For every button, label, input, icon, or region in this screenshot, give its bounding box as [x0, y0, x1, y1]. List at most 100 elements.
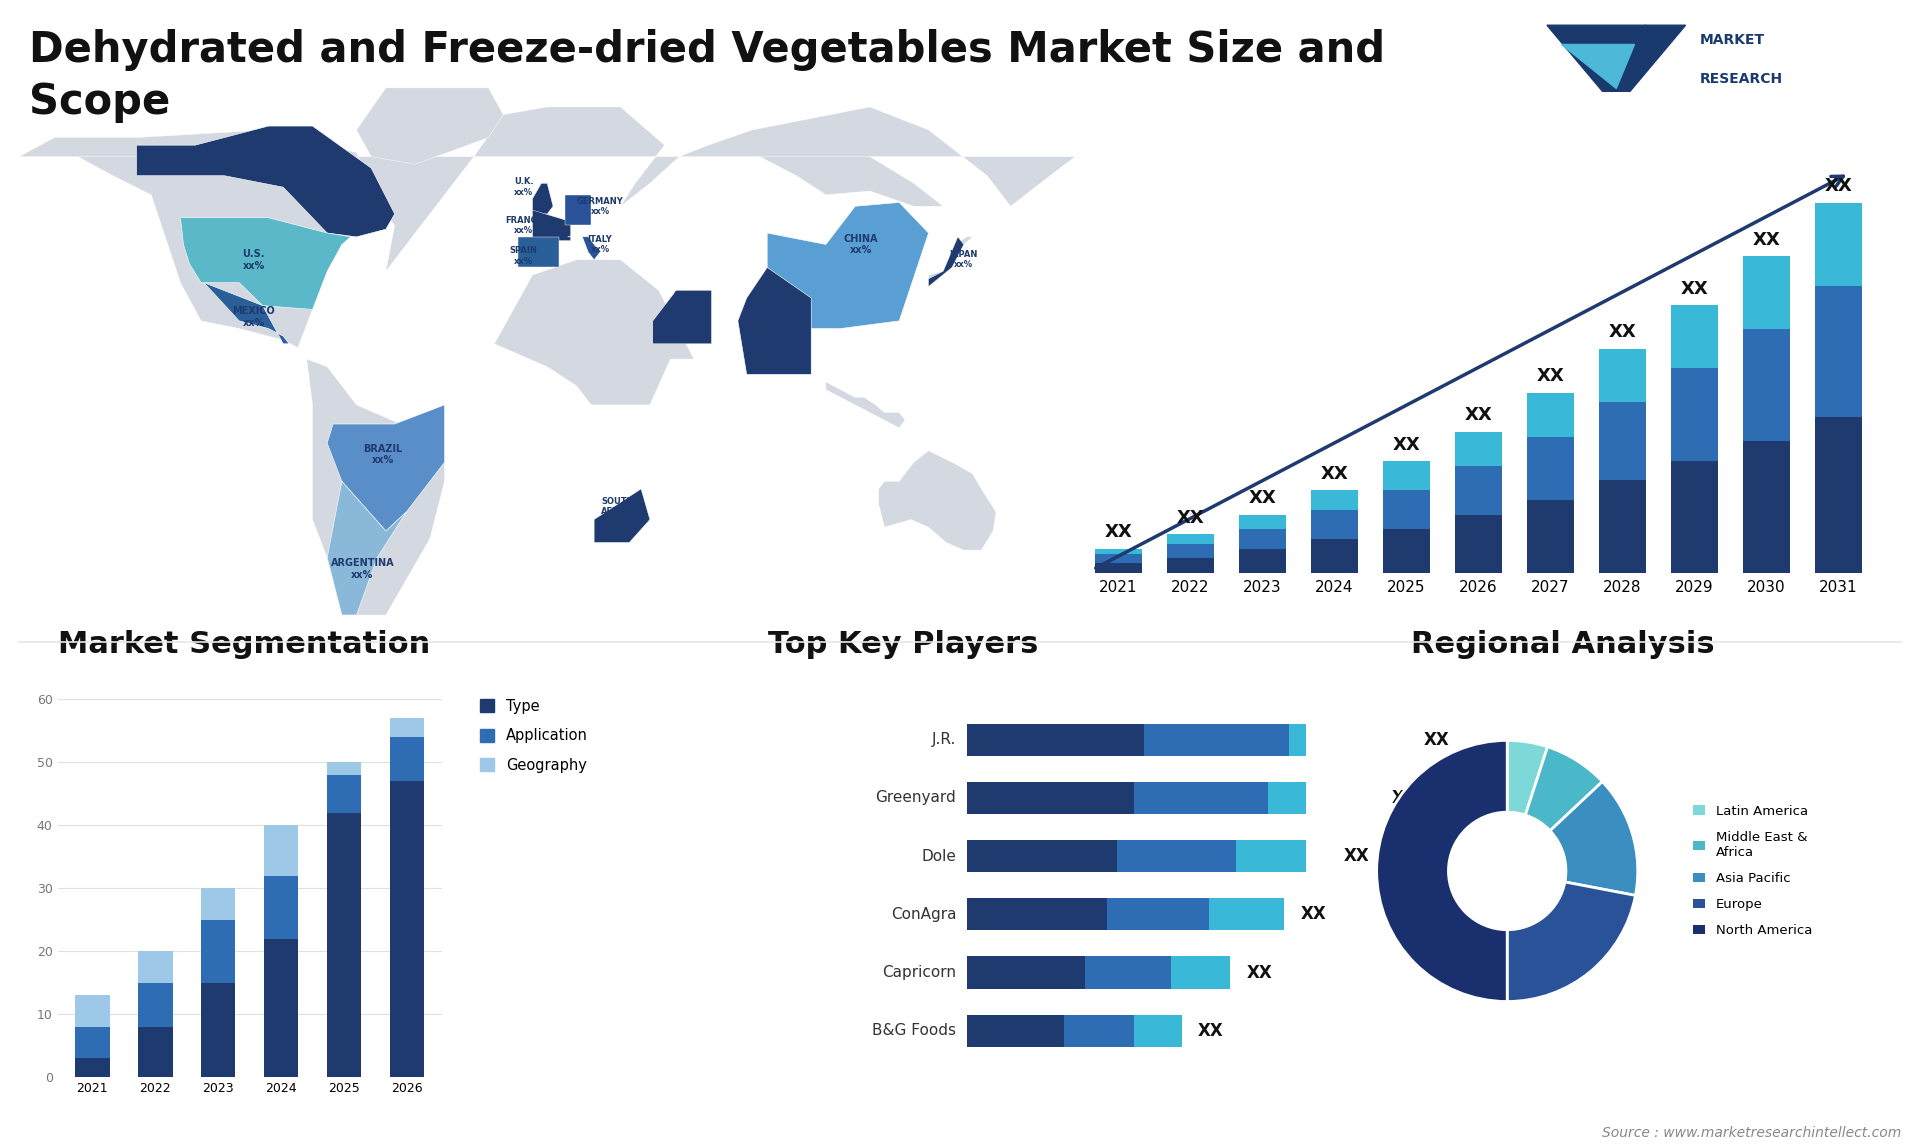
FancyBboxPatch shape: [1064, 1014, 1133, 1046]
Text: XX: XX: [1198, 1022, 1223, 1039]
Text: XX: XX: [1246, 964, 1273, 981]
Bar: [1455, 515, 1501, 573]
Bar: [1311, 539, 1357, 573]
FancyBboxPatch shape: [1133, 782, 1267, 814]
Bar: [1743, 441, 1789, 573]
Text: FRANCE
xx%: FRANCE xx%: [505, 215, 543, 235]
Bar: [1094, 549, 1142, 554]
Text: SPAIN
xx%: SPAIN xx%: [511, 246, 538, 266]
Polygon shape: [593, 489, 649, 542]
FancyBboxPatch shape: [1171, 957, 1231, 989]
Text: XX: XX: [1104, 524, 1133, 541]
Text: Market Segmentation: Market Segmentation: [58, 630, 430, 659]
Text: INTELLECT: INTELLECT: [1701, 110, 1784, 125]
Text: RESEARCH: RESEARCH: [1701, 72, 1784, 86]
Text: XX: XX: [1536, 368, 1565, 385]
Bar: [1743, 329, 1789, 441]
Bar: [326, 762, 361, 775]
Text: XX: XX: [1425, 731, 1450, 748]
Text: XX: XX: [1344, 847, 1369, 865]
Wedge shape: [1377, 740, 1507, 1002]
Polygon shape: [326, 481, 407, 615]
Bar: [1094, 554, 1142, 563]
Polygon shape: [307, 359, 445, 615]
Polygon shape: [768, 203, 929, 329]
Polygon shape: [879, 450, 996, 550]
Bar: [1814, 203, 1862, 285]
Text: SOUTH
AFRICA
xx%: SOUTH AFRICA xx%: [601, 497, 636, 527]
Polygon shape: [1617, 25, 1686, 108]
Bar: [1455, 465, 1501, 515]
Text: XX: XX: [1300, 905, 1327, 924]
FancyBboxPatch shape: [1267, 782, 1375, 814]
Polygon shape: [495, 260, 693, 405]
Bar: [1382, 461, 1430, 490]
Bar: [1382, 529, 1430, 573]
Bar: [1311, 490, 1357, 510]
Wedge shape: [1507, 882, 1636, 1002]
Polygon shape: [929, 237, 973, 286]
Bar: [1526, 437, 1574, 500]
Text: GERMANY
xx%: GERMANY xx%: [576, 197, 624, 215]
Text: Dehydrated and Freeze-dried Vegetables Market Size and
Scope: Dehydrated and Freeze-dried Vegetables M…: [29, 29, 1384, 123]
Legend: Type, Application, Geography: Type, Application, Geography: [480, 699, 588, 772]
Text: B&G Foods: B&G Foods: [872, 1023, 956, 1038]
FancyBboxPatch shape: [1236, 840, 1327, 872]
Text: XX: XX: [1177, 509, 1204, 527]
Text: Regional Analysis: Regional Analysis: [1411, 630, 1715, 659]
Bar: [1094, 563, 1142, 573]
Polygon shape: [620, 129, 943, 206]
Bar: [1238, 549, 1286, 573]
Polygon shape: [929, 237, 964, 286]
Polygon shape: [564, 195, 591, 226]
FancyBboxPatch shape: [968, 1014, 1064, 1046]
Legend: Latin America, Middle East &
Africa, Asia Pacific, Europe, North America: Latin America, Middle East & Africa, Asi…: [1693, 804, 1812, 937]
Text: MEXICO
xx%: MEXICO xx%: [232, 306, 275, 328]
Bar: [1382, 490, 1430, 529]
Polygon shape: [826, 382, 904, 427]
Bar: [263, 939, 298, 1077]
FancyBboxPatch shape: [1290, 724, 1407, 756]
Bar: [1599, 480, 1645, 573]
Bar: [1167, 534, 1213, 543]
Polygon shape: [532, 210, 570, 241]
Polygon shape: [357, 88, 503, 164]
Text: Top Key Players: Top Key Players: [768, 630, 1039, 659]
Bar: [390, 737, 424, 782]
Bar: [75, 1059, 109, 1077]
Text: Capricorn: Capricorn: [881, 965, 956, 980]
Text: MARKET: MARKET: [1701, 33, 1764, 47]
Polygon shape: [737, 267, 812, 375]
FancyBboxPatch shape: [1133, 1014, 1183, 1046]
Bar: [326, 775, 361, 813]
Bar: [1743, 257, 1789, 329]
Bar: [202, 982, 236, 1077]
Polygon shape: [204, 283, 290, 344]
Text: U.K.
xx%: U.K. xx%: [515, 178, 534, 197]
Polygon shape: [136, 126, 396, 237]
FancyBboxPatch shape: [1106, 898, 1210, 931]
Polygon shape: [653, 290, 712, 344]
Bar: [1814, 285, 1862, 417]
Wedge shape: [1507, 740, 1548, 815]
Text: JAPAN
xx%: JAPAN xx%: [950, 250, 977, 269]
Text: XX: XX: [1824, 178, 1853, 195]
Bar: [138, 1027, 173, 1077]
Text: XX: XX: [1321, 465, 1348, 482]
Bar: [1814, 417, 1862, 573]
Bar: [1526, 500, 1574, 573]
Bar: [1526, 393, 1574, 437]
Text: XX: XX: [1248, 489, 1277, 508]
Text: CHINA
xx%: CHINA xx%: [843, 234, 877, 256]
Text: U.S.
xx%: U.S. xx%: [242, 249, 265, 270]
Polygon shape: [19, 107, 1075, 272]
Text: XX: XX: [1392, 435, 1421, 454]
Text: Dole: Dole: [922, 849, 956, 864]
Text: Greenyard: Greenyard: [876, 791, 956, 806]
FancyBboxPatch shape: [1144, 724, 1290, 756]
Bar: [202, 919, 236, 982]
FancyBboxPatch shape: [968, 782, 1133, 814]
Text: J.R.: J.R.: [931, 732, 956, 747]
Text: SAUDI
ARABIA
xx%: SAUDI ARABIA xx%: [670, 291, 707, 321]
Bar: [1670, 305, 1718, 368]
